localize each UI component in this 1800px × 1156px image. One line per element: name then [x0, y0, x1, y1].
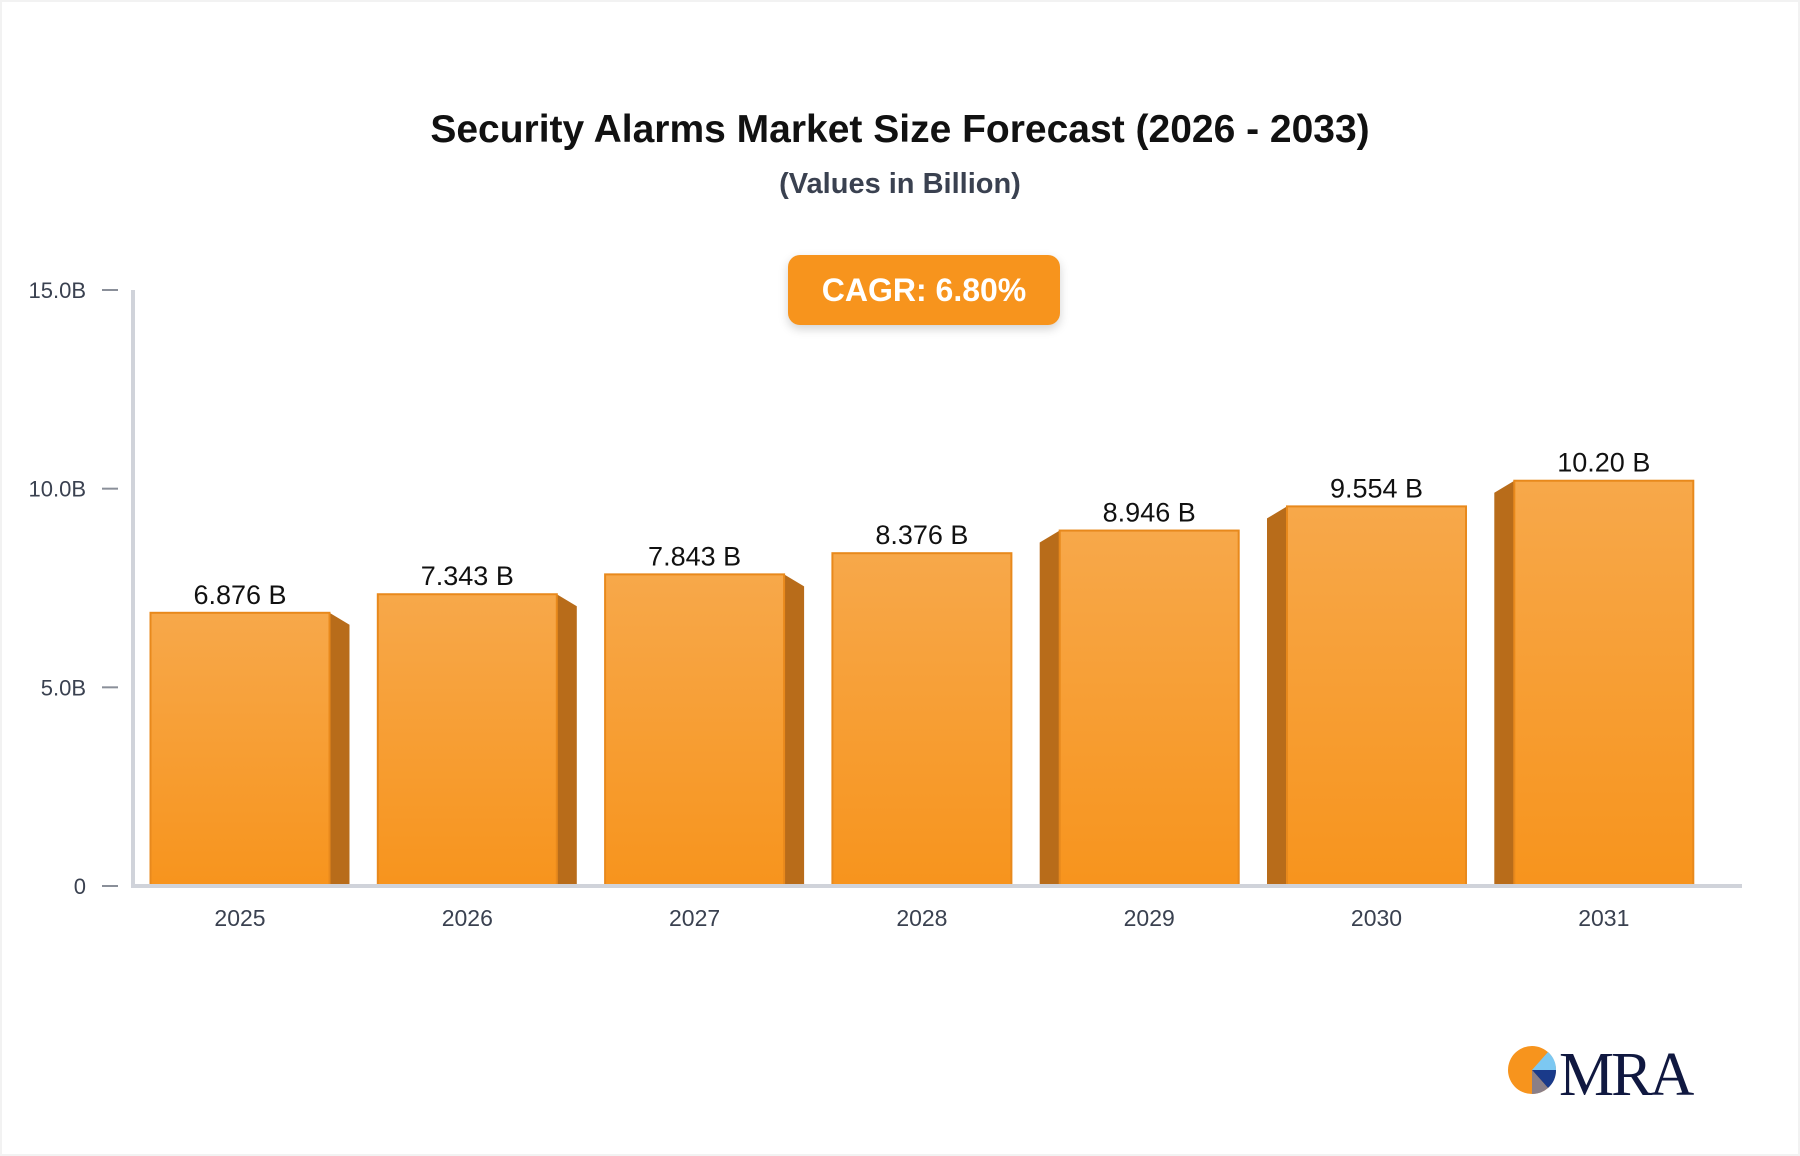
bar-side	[329, 612, 350, 886]
y-tick-label: 0	[74, 874, 86, 899]
data-label: 9.554 B	[1330, 473, 1423, 503]
data-label: 8.946 B	[1103, 498, 1196, 528]
bar	[831, 552, 1013, 887]
y-tick-label: 10.0B	[29, 477, 87, 502]
y-tick-label: 5.0B	[41, 675, 86, 700]
bar-side	[1039, 530, 1060, 886]
data-label: 8.376 B	[875, 520, 968, 550]
bar-side	[1267, 506, 1287, 886]
data-label: 6.876 B	[193, 580, 286, 610]
bar	[1286, 505, 1467, 887]
x-tick-label: 2027	[669, 905, 720, 931]
bar	[149, 611, 331, 887]
pie-logo-icon	[1508, 1046, 1557, 1095]
bar-side	[1494, 480, 1515, 886]
bar	[1058, 529, 1240, 887]
x-tick-label: 2029	[1124, 905, 1175, 931]
x-tick-label: 2026	[442, 905, 493, 931]
data-label: 7.343 B	[421, 561, 514, 591]
logo-text: MRA	[1559, 1041, 1694, 1109]
mra-logo: MRA	[1506, 1041, 1696, 1109]
chart-subtitle: (Values in Billion)	[779, 168, 1021, 200]
bar	[1513, 479, 1695, 887]
y-tick-label: 15.0B	[29, 278, 87, 303]
cagr-badge: CAGR: 6.80%	[788, 255, 1060, 325]
x-tick-label: 2031	[1578, 905, 1629, 931]
data-label: 10.20 B	[1557, 448, 1650, 478]
bar	[604, 573, 786, 887]
bar-side	[784, 574, 805, 886]
x-tick-label: 2030	[1351, 905, 1402, 931]
x-tick-label: 2028	[896, 905, 947, 931]
bar	[376, 593, 558, 888]
bar-side	[556, 594, 577, 886]
data-label: 7.843 B	[648, 541, 741, 571]
x-tick-label: 2025	[214, 905, 265, 931]
chart-title: Security Alarms Market Size Forecast (20…	[430, 108, 1370, 151]
